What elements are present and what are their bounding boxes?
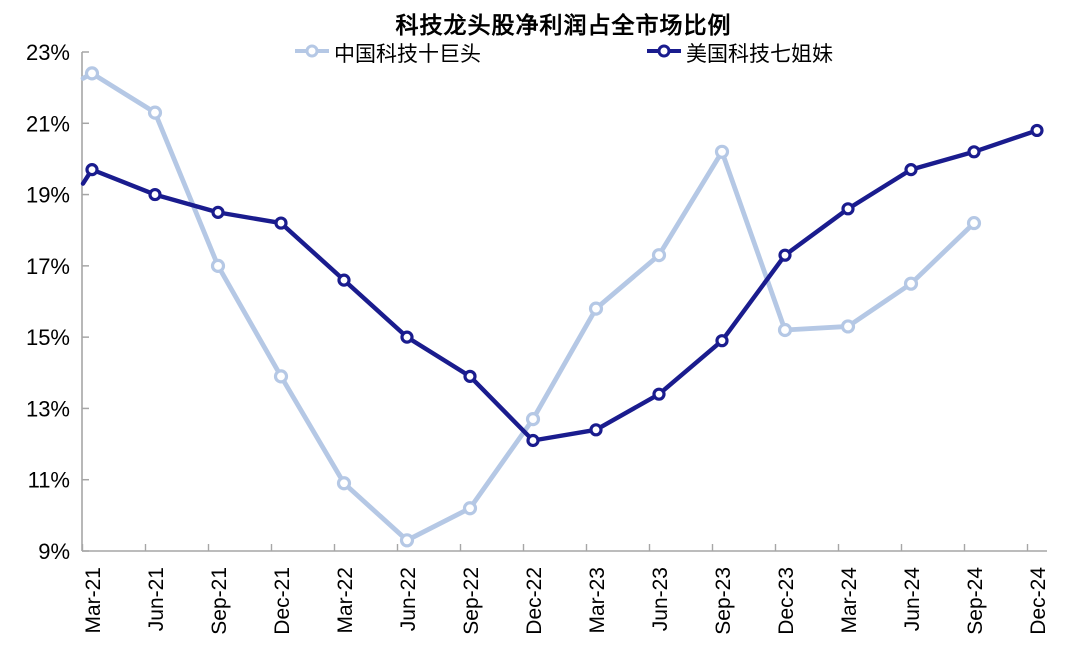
y-axis-label: 21% [26, 111, 70, 136]
data-point-marker [210, 258, 226, 273]
x-axis-label: Sep-24 [964, 567, 987, 635]
data-point-marker [588, 301, 604, 316]
y-axis-label: 13% [26, 396, 70, 421]
data-point-marker [462, 501, 478, 516]
series-line-1 [80, 128, 1040, 443]
line-circle-marker-icon [646, 41, 682, 65]
data-point-marker [1030, 123, 1044, 138]
legend-label-china-tech: 中国科技十巨头 [334, 43, 481, 66]
data-point-marker [84, 66, 100, 81]
line-circle-marker-icon [294, 41, 330, 65]
y-axis-label: 11% [28, 468, 70, 493]
x-axis-label: Mar-24 [838, 567, 861, 634]
x-axis-label: Mar-23 [586, 567, 609, 634]
data-point-marker [777, 322, 793, 338]
y-axis-label: 23% [26, 40, 70, 65]
data-point-marker [399, 533, 415, 548]
data-point-marker [966, 215, 982, 231]
data-point-marker [463, 369, 477, 383]
data-point-marker [337, 273, 351, 287]
x-axis-label: Sep-21 [208, 567, 231, 635]
x-axis-label: Dec-21 [271, 567, 294, 635]
chart-title: 科技龙头股净利润占全市场比例 [395, 12, 732, 38]
y-axis-label: 9% [38, 539, 70, 564]
data-point-marker [147, 105, 163, 120]
x-axis-label: Sep-22 [460, 567, 483, 635]
data-point-marker [778, 248, 792, 262]
data-point-marker [651, 248, 667, 263]
legend-label-us-tech: 美国科技七姐妹 [686, 43, 833, 66]
y-axis-label: 15% [26, 325, 70, 350]
data-point-marker [211, 205, 225, 219]
data-point-marker [652, 387, 666, 401]
data-point-marker [904, 163, 918, 177]
data-point-marker [714, 144, 730, 159]
data-point-marker [273, 369, 289, 384]
data-point-marker [85, 163, 99, 177]
data-point-marker [526, 433, 540, 448]
y-axis-label: 19% [26, 183, 70, 208]
data-point-marker [840, 319, 856, 334]
data-point-marker [400, 330, 414, 344]
y-axis-label: 17% [26, 254, 70, 279]
data-point-marker [841, 202, 855, 216]
x-axis-label: Dec-24 [1027, 567, 1050, 635]
x-axis-label: Mar-21 [82, 567, 105, 634]
x-axis-label: Jun-21 [145, 567, 168, 631]
x-axis-label: Jun-22 [397, 567, 420, 631]
x-axis-label: Jun-24 [901, 567, 924, 632]
data-point-marker [525, 412, 541, 427]
data-point-marker [336, 476, 352, 491]
data-point-marker [967, 145, 981, 159]
data-point-marker [903, 276, 919, 291]
x-axis-label: Mar-22 [334, 567, 357, 634]
x-axis-label: Jun-23 [649, 567, 672, 631]
data-point-marker [148, 187, 162, 202]
x-axis-label: Dec-22 [523, 567, 546, 635]
data-point-marker [715, 334, 729, 348]
x-axis-label: Sep-23 [712, 567, 735, 635]
data-point-marker [274, 216, 288, 230]
legend-item-us-tech: 美国科技七姐妹 [646, 38, 833, 68]
chart-legend: 中国科技十巨头 美国科技七姐妹 [82, 38, 1045, 68]
x-axis-label: Dec-23 [775, 567, 798, 635]
legend-item-china-tech: 中国科技十巨头 [294, 38, 481, 68]
data-point-marker [589, 423, 603, 437]
series-line-0 [80, 70, 977, 543]
